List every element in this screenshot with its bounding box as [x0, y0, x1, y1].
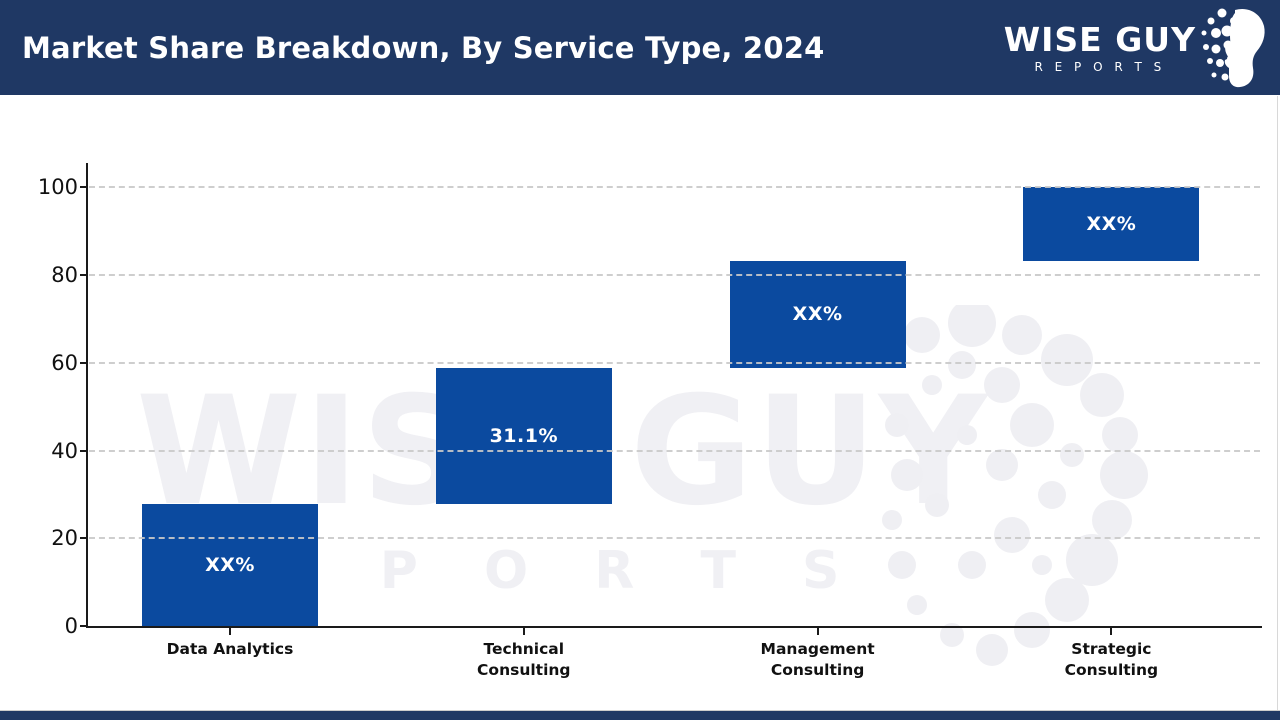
gridline	[89, 537, 1260, 540]
x-tick-label: Strategic Consulting	[1001, 639, 1221, 681]
dotted-head-icon	[1201, 8, 1265, 88]
bar: XX%	[1023, 187, 1200, 261]
x-tick-label-line: Data Analytics	[166, 640, 294, 658]
y-axis-line	[86, 163, 88, 628]
y-tick-mark	[80, 186, 88, 189]
y-tick-label: 100	[37, 175, 78, 200]
y-tick-label: 40	[51, 438, 78, 463]
x-tick-label: Data Analytics	[120, 639, 340, 660]
bar: XX%	[142, 504, 318, 626]
gridline	[89, 274, 1260, 277]
bar-value-label: XX%	[792, 303, 843, 326]
x-tick-label-line: Consulting	[1064, 661, 1159, 679]
y-tick-mark	[80, 537, 88, 540]
x-tick-label: Management Consulting	[708, 639, 928, 681]
x-tick-label-line: Strategic	[1071, 640, 1152, 658]
y-tick-mark	[80, 625, 88, 627]
y-tick-label: 60	[51, 350, 78, 375]
x-tick-label-line: Consulting	[770, 661, 865, 679]
y-tick-label: 20	[51, 526, 78, 551]
x-tick-label-line: Consulting	[477, 661, 571, 679]
bar-value-label: 31.1%	[489, 424, 558, 447]
y-tick-label: 80	[51, 263, 78, 288]
footer-divider	[0, 710, 1280, 711]
brand-name: WISE GUY	[1003, 19, 1196, 59]
header-bar: Market Share Breakdown, By Service Type,…	[0, 0, 1280, 95]
gridline	[89, 186, 1260, 189]
x-tick-label: Technical Consulting	[414, 639, 634, 681]
x-tick-label-line: Management	[760, 640, 875, 658]
x-tick-mark	[1110, 628, 1113, 635]
bar-value-label: XX%	[1086, 213, 1137, 236]
y-tick-mark	[80, 361, 88, 364]
x-tick-mark	[522, 628, 525, 635]
gridline	[89, 361, 1260, 364]
footer-bar	[0, 711, 1280, 720]
bar: XX%	[729, 260, 906, 368]
page-title: Market Share Breakdown, By Service Type,…	[22, 30, 825, 65]
gridline	[89, 449, 1260, 452]
y-tick-label: 0	[64, 614, 78, 638]
figure-right-border	[1277, 96, 1278, 712]
brand-logo-text: WISE GUY R E P O R T S	[1003, 19, 1196, 75]
y-tick-mark	[80, 274, 88, 277]
bar: 31.1%	[435, 367, 612, 505]
brand-logo: WISE GUY R E P O R T S	[1004, 4, 1270, 92]
x-tick-mark	[229, 628, 231, 635]
bar-value-label: XX%	[205, 554, 255, 577]
x-tick-mark	[816, 628, 819, 635]
x-axis-line	[86, 626, 1262, 628]
y-tick-mark	[80, 449, 88, 452]
brand-subname: R E P O R T S	[1034, 59, 1166, 74]
x-tick-label-line: Technical	[483, 640, 565, 658]
